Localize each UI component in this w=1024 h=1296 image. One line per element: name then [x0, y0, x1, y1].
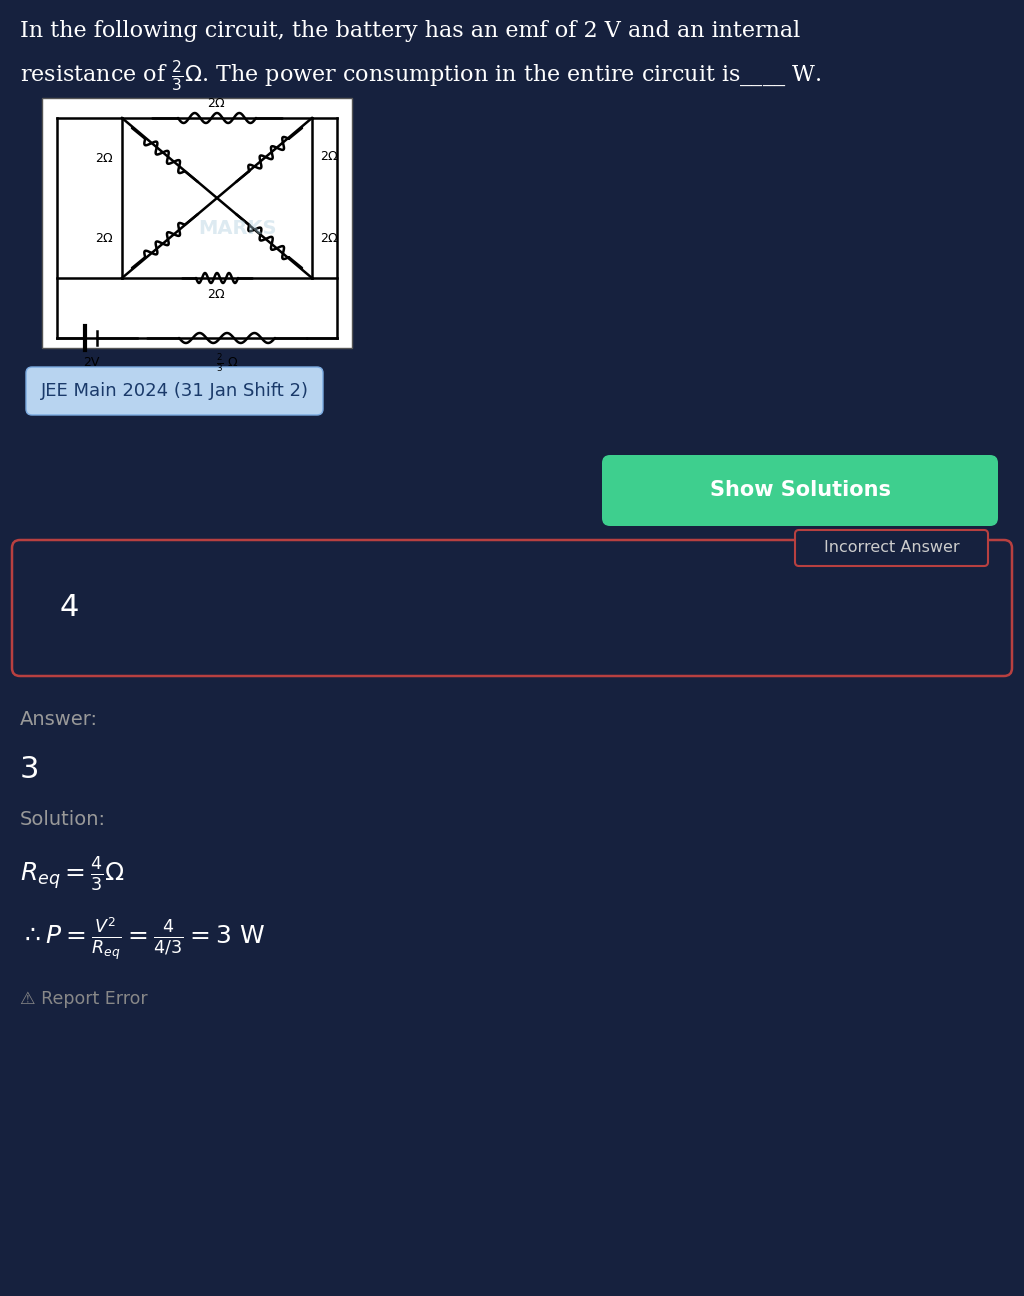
Text: 2$\Omega$: 2$\Omega$ [208, 97, 226, 110]
Text: resistance of $\frac{2}{3}\Omega$. The power consumption in the entire circuit i: resistance of $\frac{2}{3}\Omega$. The p… [20, 58, 821, 93]
Text: 2$\Omega$: 2$\Omega$ [95, 152, 114, 165]
Text: Incorrect Answer: Incorrect Answer [823, 540, 959, 556]
Text: Answer:: Answer: [20, 710, 98, 728]
Text: 2$\Omega$: 2$\Omega$ [208, 288, 226, 301]
Text: MARKS: MARKS [198, 219, 276, 237]
Text: ⚠ Report Error: ⚠ Report Error [20, 990, 147, 1008]
Text: In the following circuit, the battery has an emf of 2 V and an internal: In the following circuit, the battery ha… [20, 19, 800, 41]
Text: 2$\Omega$: 2$\Omega$ [319, 149, 339, 162]
Text: 2$\Omega$: 2$\Omega$ [319, 232, 339, 245]
Text: Show Solutions: Show Solutions [710, 481, 891, 500]
Text: 2V: 2V [83, 356, 99, 369]
Text: JEE Main 2024 (31 Jan Shift 2): JEE Main 2024 (31 Jan Shift 2) [41, 382, 308, 400]
Text: 4: 4 [60, 594, 80, 622]
FancyBboxPatch shape [42, 98, 352, 349]
Text: $\therefore P = \frac{V^2}{R_{eq}} = \frac{4}{4/3} = 3$ W: $\therefore P = \frac{V^2}{R_{eq}} = \fr… [20, 915, 265, 962]
Text: 3: 3 [20, 756, 40, 784]
Text: Solution:: Solution: [20, 810, 106, 829]
FancyBboxPatch shape [795, 530, 988, 566]
Text: $R_{eq} = \frac{4}{3}\Omega$: $R_{eq} = \frac{4}{3}\Omega$ [20, 855, 125, 893]
Text: 2$\Omega$: 2$\Omega$ [95, 232, 114, 245]
Text: $\frac{2}{3}$ $\Omega$: $\frac{2}{3}$ $\Omega$ [216, 353, 239, 375]
FancyBboxPatch shape [26, 367, 323, 415]
FancyBboxPatch shape [602, 455, 998, 526]
